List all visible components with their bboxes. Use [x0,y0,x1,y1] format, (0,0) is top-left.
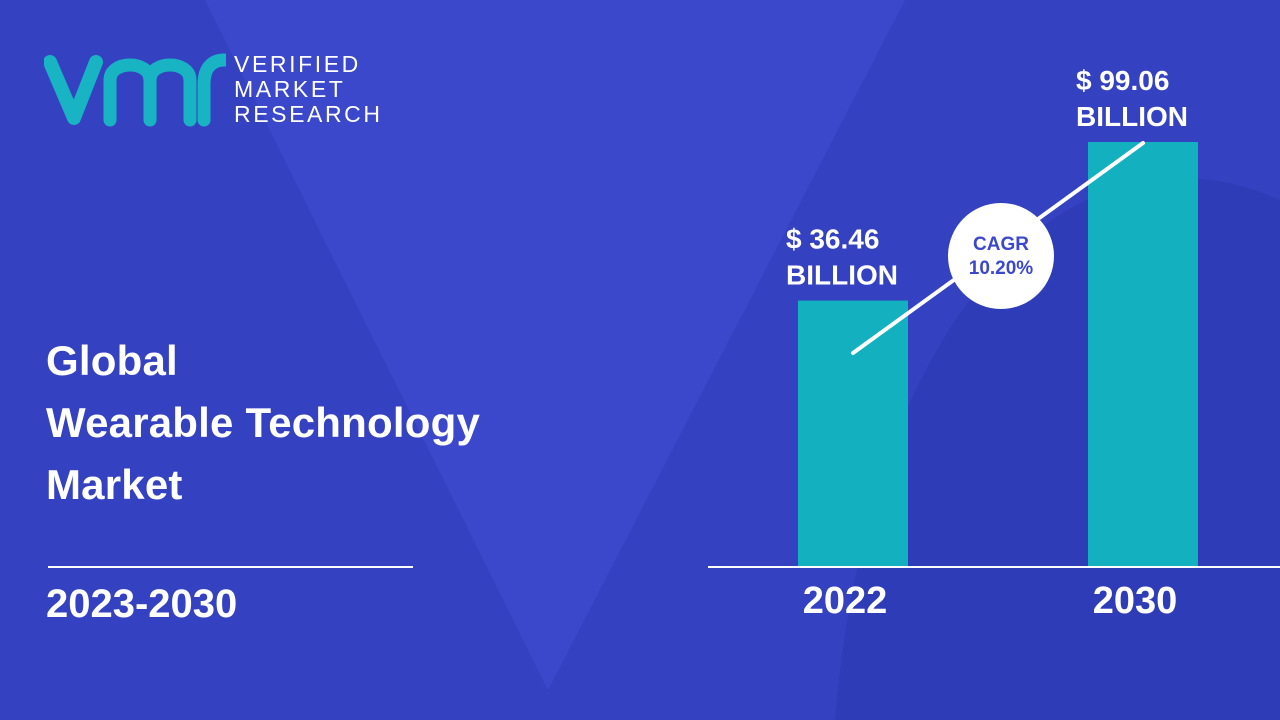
logo-line-market: MARKET [234,76,346,102]
data-label-amount-2030: $ 99.06 [1076,65,1169,96]
title-divider [48,566,413,568]
title-line-2: Wearable Technology [46,399,481,446]
data-label-unit-2030: BILLION [1076,101,1188,132]
x-tick-label-2022: 2022 [803,580,888,622]
cagr-value: 10.20% [969,258,1034,279]
vmr-logo-icon [44,53,226,127]
data-label-unit-2022: BILLION [786,260,898,291]
logo-line-verified: VERIFIED [234,51,361,77]
data-label-amount-2022: $ 36.46 [786,224,879,255]
x-tick-label-2030: 2030 [1093,580,1178,622]
title-line-1: Global [46,337,178,384]
cagr-badge: CAGR 10.20% [948,203,1054,309]
company-logo: VERIFIED MARKET RESEARCH [44,50,404,130]
cagr-circle [948,203,1054,309]
title-line-3: Market [46,461,183,508]
bar-2030 [1088,142,1198,567]
report-title: Global Wearable Technology Market [46,330,480,516]
forecast-period: 2023-2030 [46,582,238,626]
logo-line-research: RESEARCH [234,101,383,127]
labels-group: 2022 $ 36.46 BILLION 2030 $ 99.06 BILLION [786,65,1188,622]
bar-2022 [798,300,908,567]
cagr-label: CAGR [973,234,1029,255]
logo-wordmark: VERIFIED MARKET RESEARCH [234,52,383,127]
bars-group [798,142,1198,567]
